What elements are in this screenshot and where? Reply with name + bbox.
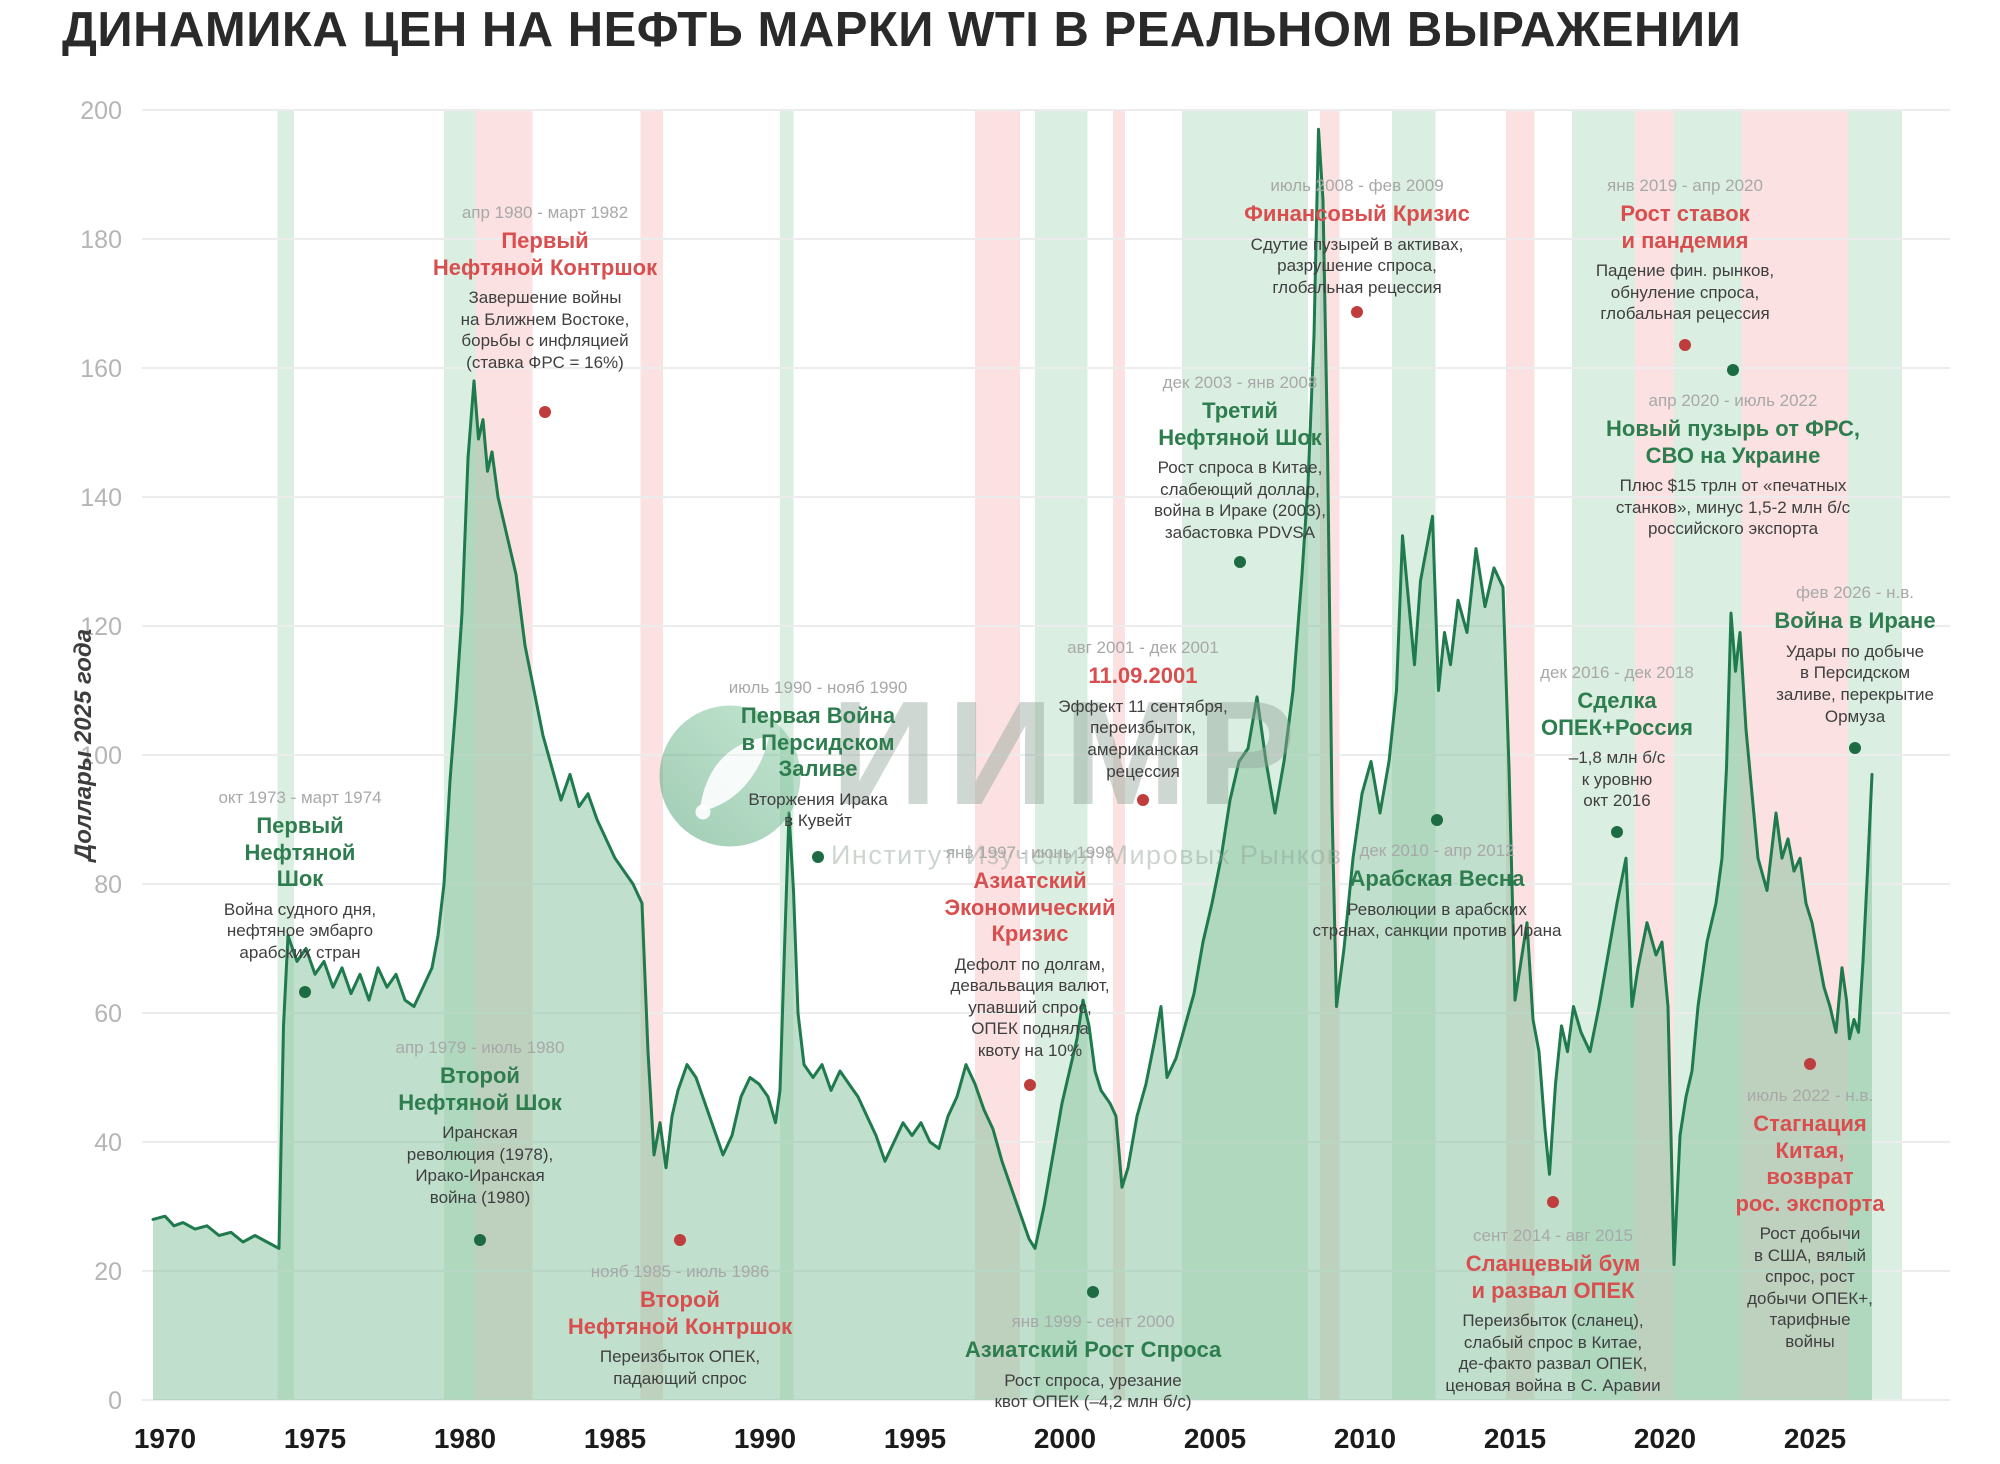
event-marker-dot <box>1087 1286 1099 1298</box>
event-marker-dot <box>1727 364 1739 376</box>
x-tick-label: 1980 <box>434 1423 496 1454</box>
event-marker-dot <box>1137 794 1149 806</box>
y-tick-label: 80 <box>94 871 122 899</box>
price-area <box>153 129 1872 1400</box>
event-marker-dot <box>1547 1196 1559 1208</box>
event-marker-dot <box>539 406 551 418</box>
page-title: ДИНАМИКА ЦЕН НА НЕФТЬ МАРКИ WTI В РЕАЛЬН… <box>62 3 1742 57</box>
y-tick-label: 160 <box>80 355 122 383</box>
event-marker-dot <box>1804 1058 1816 1070</box>
x-tick-label: 2000 <box>1034 1423 1096 1454</box>
event-marker-dot <box>674 1234 686 1246</box>
y-tick-label: 180 <box>80 226 122 254</box>
x-tick-label: 2015 <box>1484 1423 1546 1454</box>
event-marker-dot <box>1351 306 1363 318</box>
x-tick-label: 2025 <box>1784 1423 1846 1454</box>
x-tick-label: 1995 <box>884 1423 946 1454</box>
y-tick-label: 60 <box>94 1000 122 1028</box>
event-marker-dot <box>1234 556 1246 568</box>
y-tick-label: 40 <box>94 1129 122 1157</box>
y-axis-label: Доллары 2025 года <box>70 628 97 862</box>
y-tick-label: 140 <box>80 484 122 512</box>
y-tick-label: 120 <box>80 613 122 641</box>
x-tick-label: 2020 <box>1634 1423 1696 1454</box>
y-tick-label: 0 <box>108 1387 122 1415</box>
event-marker-dot <box>474 1234 486 1246</box>
x-tick-label: 1975 <box>284 1423 346 1454</box>
y-tick-label: 200 <box>80 97 122 125</box>
x-tick-label: 1985 <box>584 1423 646 1454</box>
event-marker-dot <box>1611 826 1623 838</box>
price-line <box>151 127 1874 1266</box>
event-marker-dot <box>1024 1079 1036 1091</box>
x-tick-label: 2010 <box>1334 1423 1396 1454</box>
event-marker-dot <box>1431 814 1443 826</box>
y-tick-label: 100 <box>80 742 122 770</box>
x-tick-label: 1970 <box>134 1423 196 1454</box>
event-marker-dot <box>299 986 311 998</box>
x-tick-label: 2005 <box>1184 1423 1246 1454</box>
event-marker-dot <box>1679 339 1691 351</box>
event-marker-dot <box>1849 742 1861 754</box>
x-tick-label: 1990 <box>734 1423 796 1454</box>
event-marker-dot <box>812 851 824 863</box>
y-tick-label: 20 <box>94 1258 122 1286</box>
